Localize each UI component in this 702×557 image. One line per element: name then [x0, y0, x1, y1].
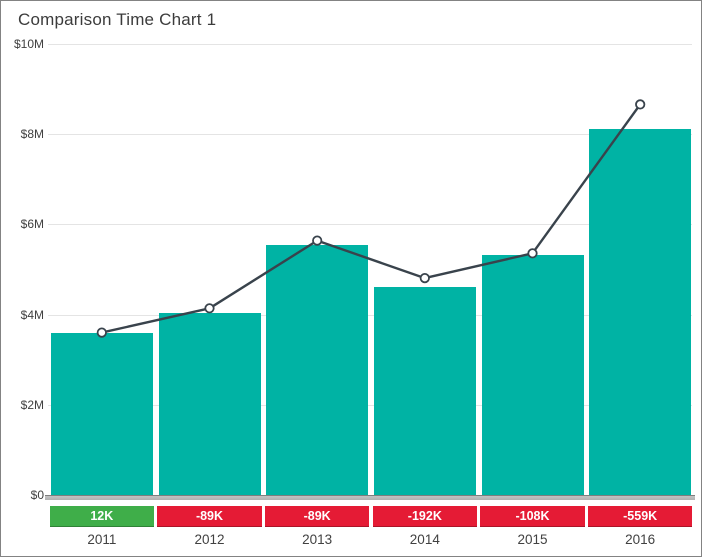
x-axis-baseline [45, 495, 695, 500]
x-axis-label-2012: 2012 [194, 532, 225, 547]
badge-2012[interactable]: -89K [157, 506, 262, 527]
x-axis-label-2011: 2011 [87, 532, 117, 547]
y-axis-tick-8M: $8M [20, 127, 44, 142]
bar-2014[interactable] [373, 286, 476, 495]
bar-2012[interactable] [158, 312, 261, 495]
x-axis-label-2013: 2013 [302, 532, 333, 547]
badge-2015[interactable]: -108K [480, 506, 585, 527]
y-axis-tick-0: $0 [30, 488, 44, 502]
bar-2015[interactable] [481, 255, 584, 495]
y-axis-tick-10M: $10M [13, 37, 44, 51]
badge-2016[interactable]: -559K [587, 506, 693, 527]
x-axis-label-2015: 2015 [517, 532, 548, 547]
y-axis-tick-4M: $4M [20, 307, 44, 322]
gridline-2M [48, 404, 692, 406]
gridline-10M [48, 44, 692, 45]
line-marker-2014[interactable] [419, 272, 430, 284]
bar-2013[interactable] [266, 244, 369, 495]
line-marker-2016[interactable] [635, 99, 646, 110]
chart-title: Comparison Time Chart 1 [18, 10, 217, 29]
line-marker-2012[interactable] [204, 303, 215, 314]
x-axis-label-2014: 2014 [409, 532, 440, 547]
badge-2011[interactable]: 12K [49, 506, 155, 527]
y-axis-tick-6M: $6M [20, 217, 44, 232]
y-axis-tick-2M: $2M [20, 397, 44, 412]
badge-2013[interactable]: -89K [264, 506, 370, 527]
x-axis-label-2016: 2016 [625, 532, 656, 547]
line-marker-2013[interactable] [312, 235, 323, 246]
bar-2016[interactable] [589, 129, 692, 495]
bar-2011[interactable] [50, 332, 153, 495]
badge-2014[interactable]: -192K [372, 506, 478, 527]
